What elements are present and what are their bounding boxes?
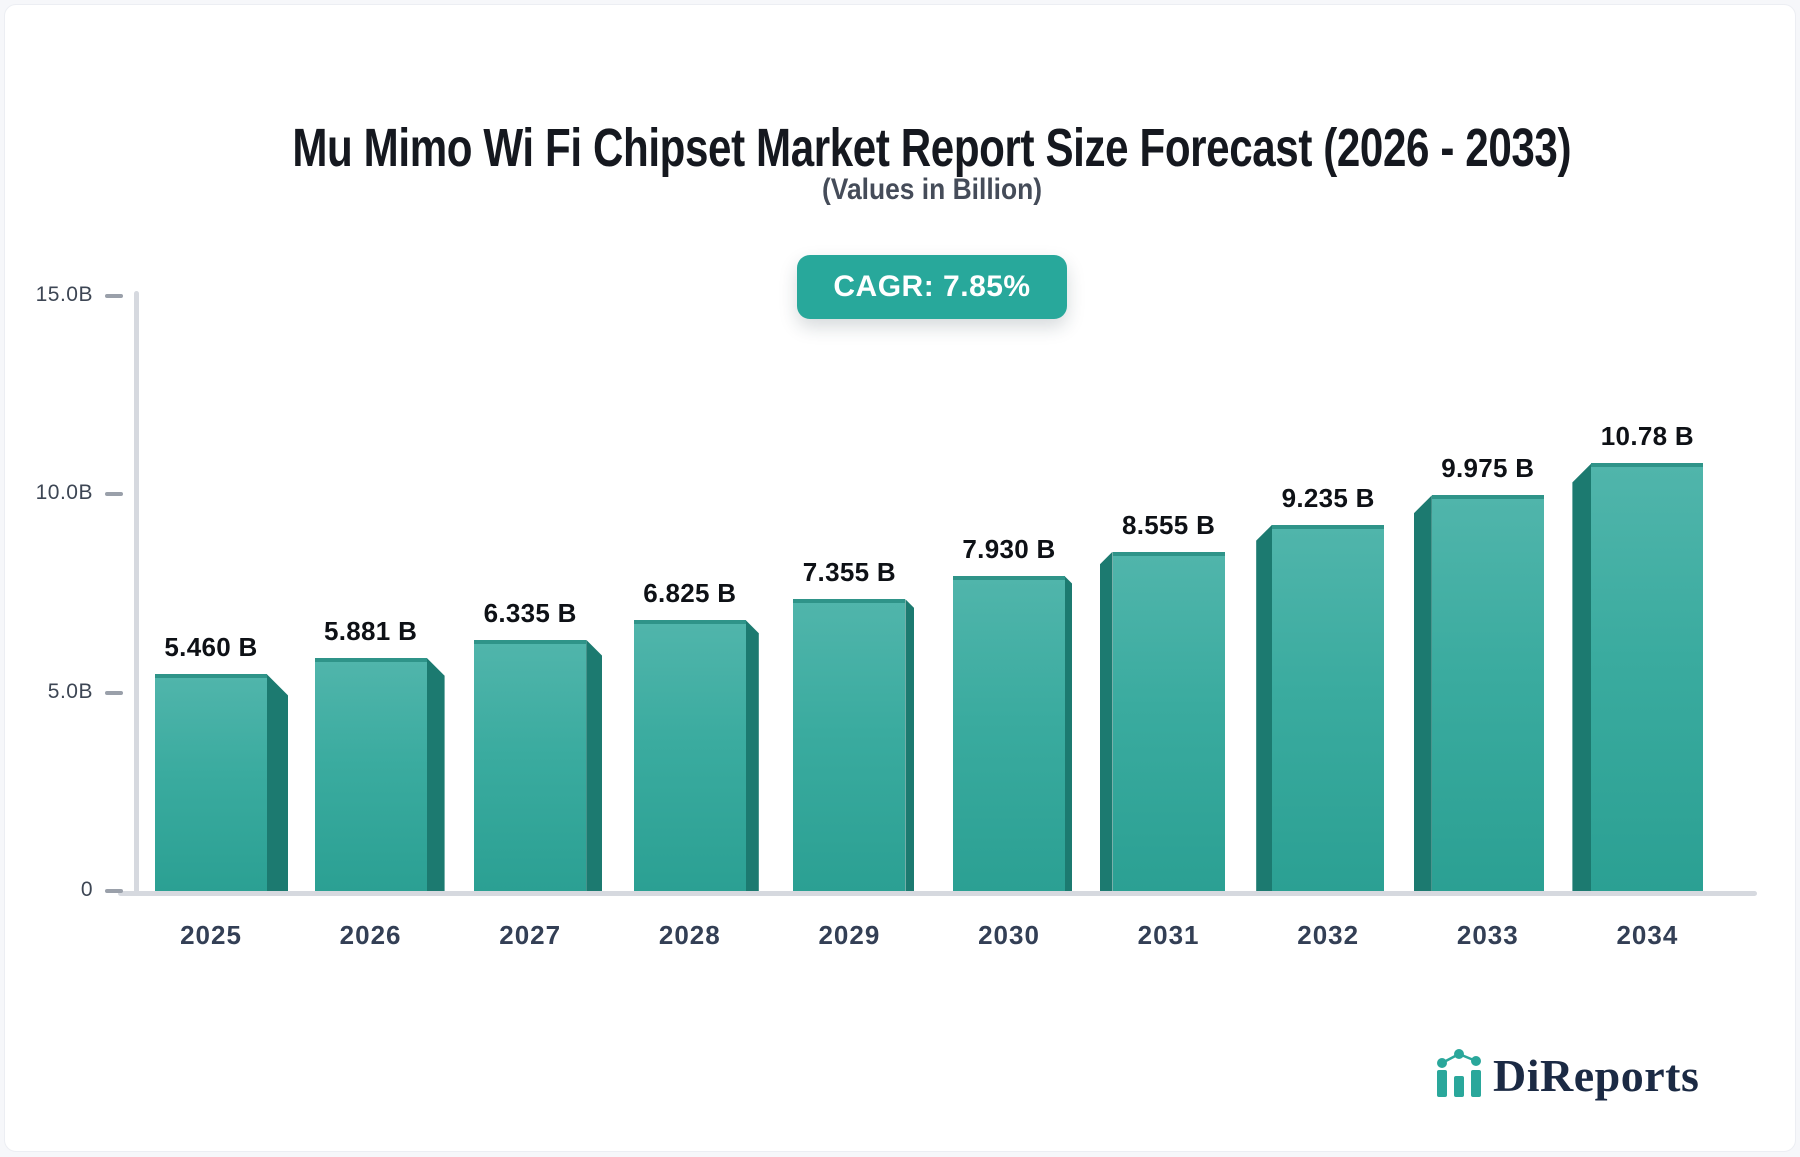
bar-face bbox=[474, 639, 587, 891]
bar-face bbox=[314, 657, 427, 891]
y-axis-tick-label: 15.0B bbox=[35, 283, 93, 306]
bar-face bbox=[155, 674, 267, 891]
x-axis-year-label: 2027 bbox=[499, 920, 562, 950]
y-axis-tick-mark bbox=[105, 690, 123, 695]
bar-face bbox=[1431, 495, 1544, 891]
bar-3d-side bbox=[1572, 463, 1592, 891]
direports-logo: DiReports bbox=[1435, 1045, 1700, 1101]
bar-face bbox=[633, 620, 746, 891]
bar-face bbox=[953, 576, 1065, 891]
chart-card: Mu Mimo Wi Fi Chipset Market Report Size… bbox=[4, 4, 1796, 1152]
x-axis-year-label: 2029 bbox=[818, 920, 881, 950]
x-axis-year-label: 2031 bbox=[1137, 920, 1200, 950]
bar-3d-side bbox=[1413, 495, 1432, 891]
bar-3d-side bbox=[745, 620, 759, 891]
bar-face bbox=[1272, 524, 1385, 891]
logo-chart-icon bbox=[1437, 1049, 1481, 1097]
page-title: Mu Mimo Wi Fi Chipset Market Report Size… bbox=[69, 117, 1795, 179]
bar-value-label: 6.335 B bbox=[483, 597, 577, 628]
bar-3d-side bbox=[905, 599, 915, 891]
x-axis-year-label: 2026 bbox=[339, 920, 402, 950]
x-axis-year-label: 2032 bbox=[1297, 920, 1360, 950]
cagr-badge: CAGR: 7.85% bbox=[797, 255, 1067, 319]
bar-3d-side bbox=[267, 674, 288, 891]
logo-text: DiReports bbox=[1493, 1049, 1700, 1101]
y-axis-tick-label: 0 bbox=[80, 878, 93, 901]
x-axis-year-label: 2034 bbox=[1616, 920, 1679, 950]
bar-3d-side bbox=[586, 639, 603, 891]
bar-value-label: 10.78 B bbox=[1600, 421, 1694, 452]
bar-value-label: 9.235 B bbox=[1281, 482, 1375, 513]
bar-face bbox=[1591, 463, 1704, 891]
y-axis-tick-mark bbox=[105, 889, 123, 893]
bar-value-label: 7.355 B bbox=[802, 557, 896, 588]
bar-chart-plot: 15.0B 10.0B 5.0B 0 5.460 B 2025 5.881 B 2026 6.3… bbox=[5, 5, 1800, 1157]
y-axis-tick-mark bbox=[105, 294, 123, 298]
cagr-badge-row: CAGR: 7.85% bbox=[69, 255, 1795, 319]
bar-value-label: 6.825 B bbox=[643, 578, 737, 609]
y-axis-line bbox=[134, 291, 139, 896]
chart-subtitle-text: (Values in Billion) bbox=[821, 173, 1043, 206]
x-axis-year-label: 2030 bbox=[978, 920, 1040, 950]
y-axis-tick-mark bbox=[105, 492, 123, 497]
y-axis-tick-label: 10.0B bbox=[35, 481, 93, 505]
bar-3d-side bbox=[1256, 524, 1273, 891]
y-axis-tick-label: 5.0B bbox=[47, 679, 93, 703]
bar-3d-side bbox=[426, 657, 445, 891]
bar-3d-side bbox=[1065, 576, 1072, 891]
page-title-text: Mu Mimo Wi Fi Chipset Market Report Size… bbox=[292, 118, 1572, 178]
chart-subtitle: (Values in Billion) bbox=[69, 173, 1795, 207]
bar-value-label: 9.975 B bbox=[1441, 453, 1535, 484]
bar-face bbox=[793, 599, 906, 891]
x-axis-year-label: 2025 bbox=[180, 920, 242, 950]
bar-value-label: 5.460 B bbox=[164, 632, 258, 663]
x-axis-year-label: 2033 bbox=[1456, 920, 1519, 950]
bar-value-label: 8.555 B bbox=[1122, 509, 1216, 540]
bar-value-label: 5.881 B bbox=[324, 615, 418, 646]
x-axis-baseline bbox=[118, 891, 1757, 896]
bar-face bbox=[1112, 551, 1225, 891]
bar-value-label: 7.930 B bbox=[962, 534, 1056, 565]
bar-3d-side bbox=[1099, 551, 1113, 891]
x-axis-year-label: 2028 bbox=[658, 920, 721, 950]
